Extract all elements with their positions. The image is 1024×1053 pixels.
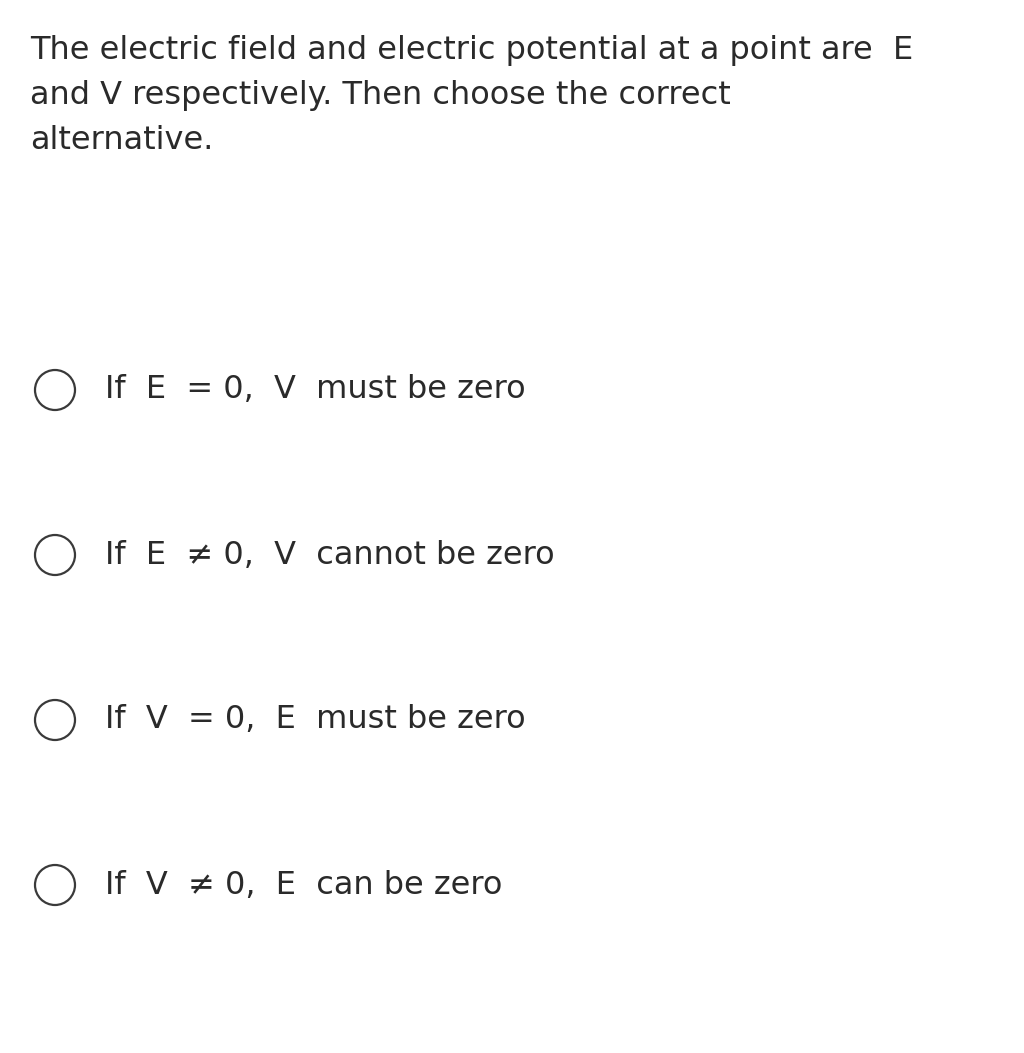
Text: alternative.: alternative. <box>30 125 213 156</box>
Text: If  V  = 0,  E  must be zero: If V = 0, E must be zero <box>105 704 525 735</box>
Text: If  V  ≠ 0,  E  can be zero: If V ≠ 0, E can be zero <box>105 870 503 900</box>
Text: and V respectively. Then choose the correct: and V respectively. Then choose the corr… <box>30 80 731 111</box>
Text: If  E  = 0,  V  must be zero: If E = 0, V must be zero <box>105 375 525 405</box>
Text: If  E  ≠ 0,  V  cannot be zero: If E ≠ 0, V cannot be zero <box>105 539 555 571</box>
Text: The electric field and electric potential at a point are  E: The electric field and electric potentia… <box>30 35 913 66</box>
